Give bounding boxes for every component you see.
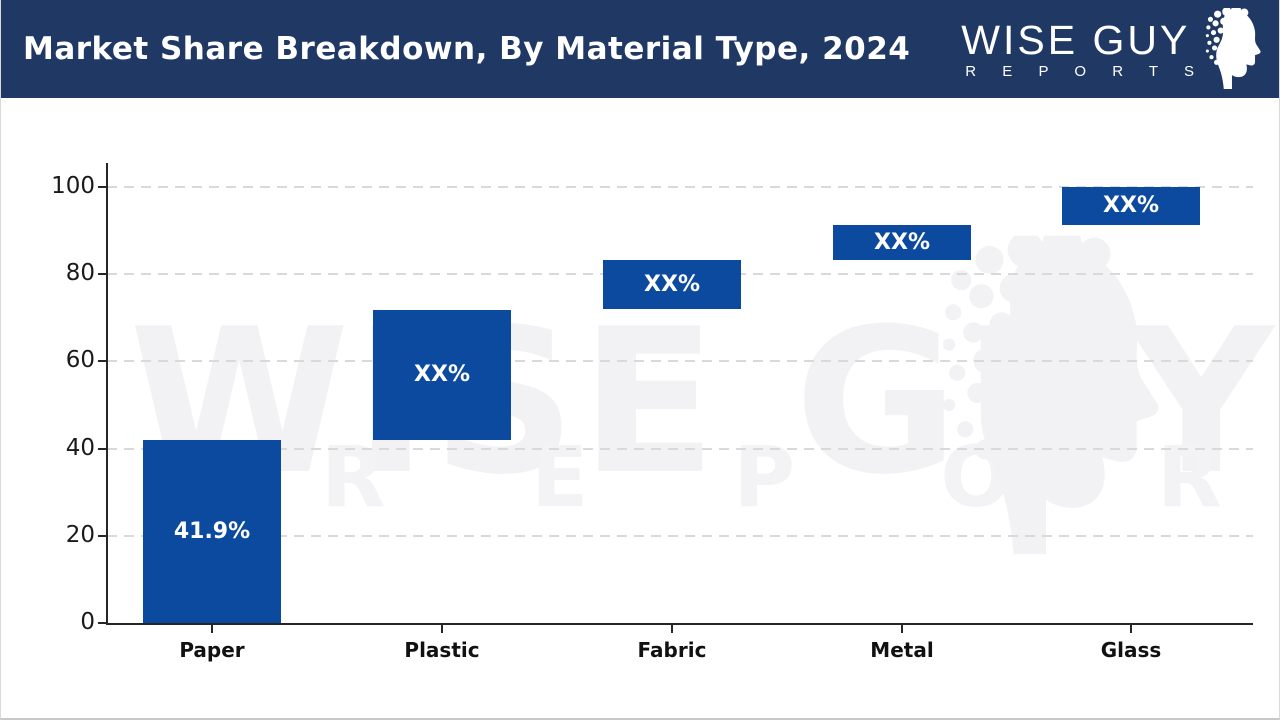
x-axis-line: [106, 623, 1253, 625]
y-axis-line: [106, 163, 108, 625]
gridline-20: [107, 534, 1253, 537]
x-tick-label-glass: Glass: [1100, 638, 1162, 662]
y-tick-mark-0: [98, 622, 106, 624]
wise-guy-head-icon: [1201, 8, 1265, 90]
page-title: Market Share Breakdown, By Material Type…: [23, 31, 911, 67]
x-tick-mark-paper: [211, 625, 213, 633]
brand-subtitle: R E P O R T S: [965, 62, 1205, 80]
y-tick-label-20: 20: [65, 521, 95, 548]
brand-logo: WISE GUY R E P O R T S: [961, 6, 1265, 92]
y-tick-label-80: 80: [65, 260, 95, 287]
x-tick-label-plastic: Plastic: [404, 638, 480, 662]
waterfall-bar-metal: XX%: [833, 224, 971, 260]
x-tick-mark-metal: [901, 625, 903, 633]
gridline-60: [107, 360, 1253, 363]
y-tick-mark-100: [98, 186, 106, 188]
waterfall-bar-fabric: XX%: [603, 259, 741, 310]
x-tick-label-paper: Paper: [179, 638, 245, 662]
y-tick-mark-60: [98, 360, 106, 363]
bar-value-label: XX%: [874, 229, 930, 255]
brand-logo-text: WISE GUY R E P O R T S: [961, 18, 1205, 81]
y-tick-mark-80: [98, 273, 106, 276]
y-tick-label-40: 40: [65, 434, 95, 461]
x-tick-label-metal: Metal: [870, 638, 934, 662]
waterfall-bar-paper: 41.9%: [143, 440, 281, 623]
x-tick-mark-glass: [1130, 625, 1132, 633]
x-tick-label-fabric: Fabric: [637, 638, 707, 662]
x-tick-mark-plastic: [441, 625, 443, 633]
y-tick-mark-20: [98, 534, 106, 537]
gridline-40: [107, 447, 1253, 450]
header-bar: Market Share Breakdown, By Material Type…: [1, 0, 1279, 98]
y-tick-mark-40: [98, 447, 106, 450]
waterfall-bar-plastic: XX%: [373, 309, 511, 441]
bar-value-label: XX%: [644, 272, 700, 298]
x-tick-mark-fabric: [671, 625, 673, 633]
y-tick-label-100: 100: [51, 173, 95, 199]
bar-value-label: XX%: [414, 362, 470, 388]
bar-value-label: 41.9%: [173, 519, 251, 545]
brand-name: WISE GUY: [961, 16, 1191, 63]
y-tick-label-60: 60: [65, 347, 95, 374]
gridline-100: [107, 186, 1253, 188]
bar-value-label: XX%: [1103, 193, 1159, 219]
watermark-head-icon: [929, 226, 1171, 568]
y-tick-label-0: 0: [80, 609, 95, 635]
waterfall-bar-glass: XX%: [1062, 187, 1200, 225]
